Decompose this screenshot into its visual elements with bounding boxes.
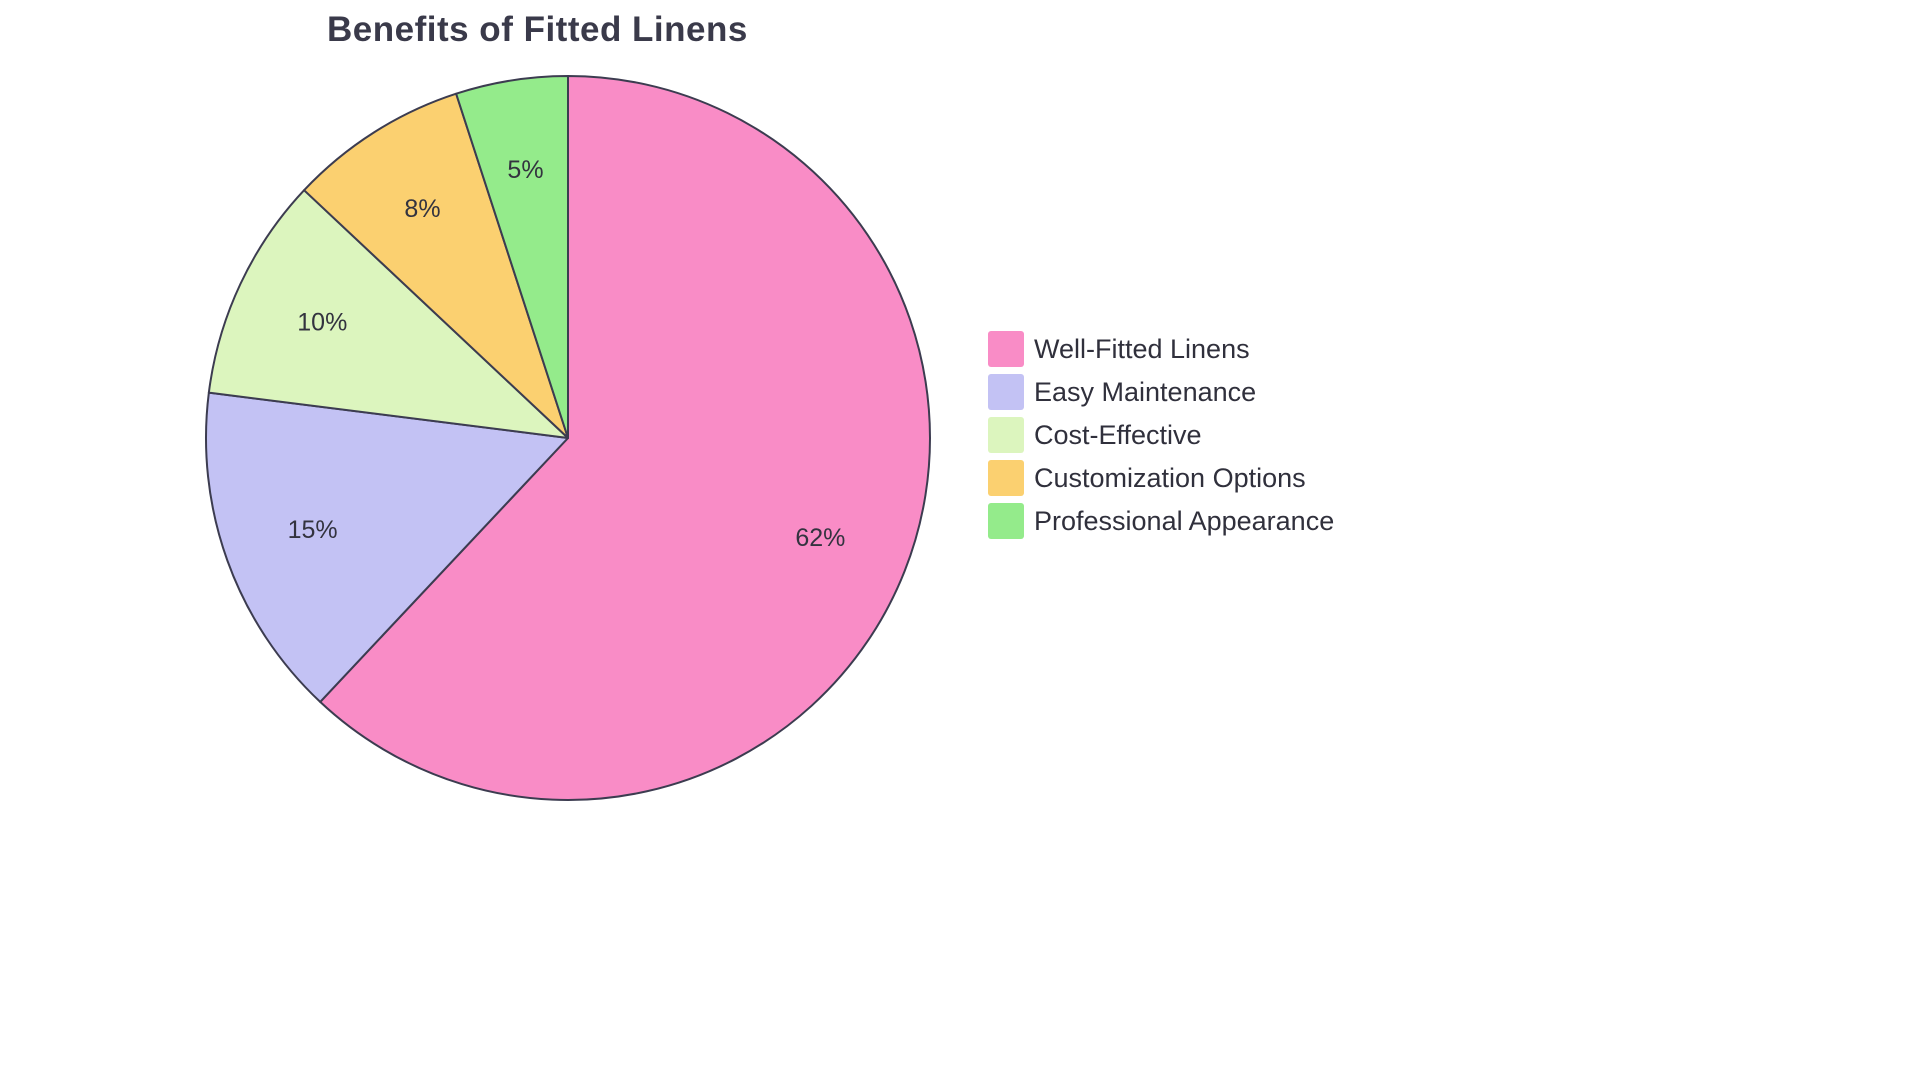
legend-item-professional-appearance: Professional Appearance: [988, 503, 1334, 539]
pie-slice-easy-maintenance: [204, 391, 569, 703]
pie-slice-well-fitted-linens: [319, 75, 931, 801]
slice-percentage-label: 10%: [297, 308, 347, 336]
legend-item-easy-maintenance: Easy Maintenance: [988, 374, 1334, 410]
legend-label: Customization Options: [1034, 462, 1306, 493]
slice-percentage-label: 5%: [507, 156, 543, 184]
legend-swatch: [988, 503, 1024, 539]
legend-label: Cost-Effective: [1034, 419, 1202, 450]
legend: Well-Fitted Linens Easy Maintenance Cost-E…: [988, 331, 1334, 539]
legend-swatch: [988, 331, 1024, 367]
legend-swatch: [988, 374, 1024, 410]
pie-slice-professional-appearance: [455, 75, 569, 439]
legend-item-customization-options: Customization Options: [988, 460, 1334, 496]
legend-label: Professional Appearance: [1034, 505, 1335, 536]
slice-percentage-label: 62%: [795, 524, 845, 552]
legend-item-cost-effective: Cost-Effective: [988, 417, 1334, 453]
slice-percentage-label: 8%: [404, 195, 440, 223]
legend-swatch: [988, 460, 1024, 496]
legend-label: Well-Fitted Linens: [1034, 333, 1250, 364]
legend-item-well-fitted-linens: Well-Fitted Linens: [988, 331, 1334, 367]
legend-swatch: [988, 417, 1024, 453]
pie-slice-customization-options: [303, 92, 569, 439]
legend-label: Easy Maintenance: [1034, 376, 1257, 407]
slice-percentage-label: 15%: [288, 516, 338, 544]
chart-title: Benefits of Fitted Linens: [327, 10, 748, 49]
pie-slice-cost-effective: [207, 189, 569, 439]
